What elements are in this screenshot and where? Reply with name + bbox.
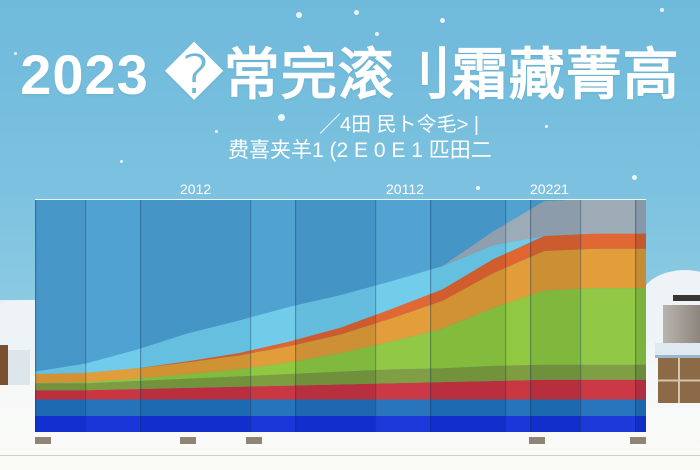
snowflake-icon bbox=[600, 60, 603, 63]
area-series-gray bbox=[35, 200, 646, 372]
snowflake-icon bbox=[632, 175, 637, 180]
page-title: 2023 �常完滚刂霜藏菁高 bbox=[20, 43, 680, 106]
snowflake-icon bbox=[660, 8, 664, 12]
chart-plot-area bbox=[35, 200, 646, 432]
area-series-blue bbox=[35, 415, 646, 432]
tick-mark bbox=[35, 437, 51, 444]
tick-mark bbox=[529, 437, 545, 444]
tick-mark bbox=[246, 437, 262, 444]
subtitle-line-1: ╱4田 民ト令毛> | bbox=[320, 114, 480, 136]
snowflake-icon bbox=[440, 18, 445, 23]
snowflake-icon bbox=[476, 186, 480, 190]
area-series-red bbox=[35, 379, 646, 400]
snowflake-icon bbox=[278, 114, 285, 121]
snowflake-icon bbox=[120, 160, 123, 163]
x-tick-label: 20221 bbox=[530, 181, 569, 197]
subtitle-line-2: 费喜夹羊1 (2 E 0 E 1 匹田二 bbox=[228, 139, 492, 162]
snowflake-icon bbox=[14, 52, 17, 55]
snowflake-icon bbox=[215, 130, 218, 133]
area-series-orange bbox=[35, 248, 646, 384]
tick-mark bbox=[630, 437, 646, 444]
x-tick-label: 2012 bbox=[180, 181, 212, 197]
area-series-light-cyan bbox=[35, 233, 646, 374]
cabin-icon bbox=[0, 345, 30, 390]
house-icon bbox=[655, 295, 700, 410]
area-series-green bbox=[35, 288, 646, 384]
x-tick-label: 20112 bbox=[386, 181, 424, 197]
snowflake-icon bbox=[545, 125, 548, 128]
area-series-mid-blue bbox=[35, 399, 646, 416]
x-axis-baseline bbox=[0, 455, 700, 456]
snowflake-icon bbox=[375, 32, 379, 36]
stacked-area-chart bbox=[35, 200, 646, 432]
tick-mark bbox=[180, 437, 196, 444]
snowflake-icon bbox=[354, 10, 359, 15]
area-series-red-orange bbox=[35, 233, 646, 374]
chart-top-border bbox=[35, 199, 646, 200]
area-series-olive bbox=[35, 364, 646, 391]
snowflake-icon bbox=[296, 12, 302, 18]
